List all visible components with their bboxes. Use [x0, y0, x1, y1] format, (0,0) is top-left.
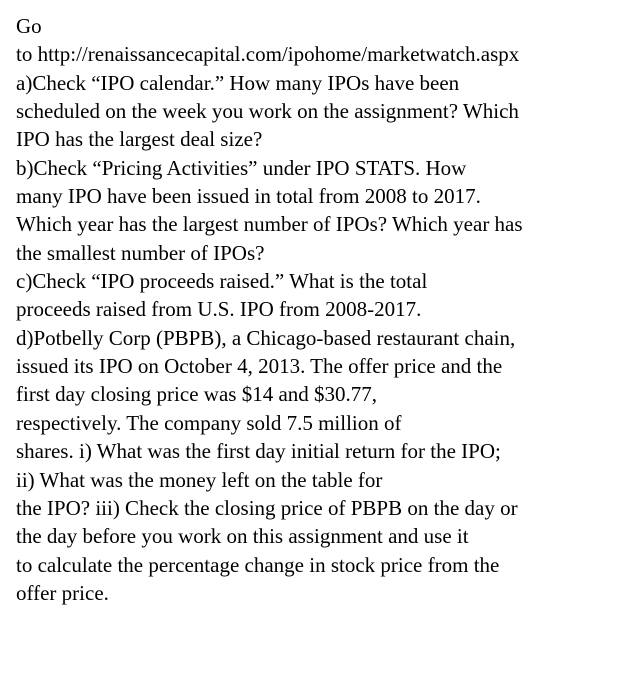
text-line: to calculate the percentage change in st…	[16, 551, 610, 579]
text-line: the IPO? iii) Check the closing price of…	[16, 494, 610, 522]
text-line: scheduled on the week you work on the as…	[16, 97, 610, 125]
text-line: d)Potbelly Corp (PBPB), a Chicago-based …	[16, 324, 610, 352]
text-line: shares. i) What was the first day initia…	[16, 437, 610, 465]
text-line: the smallest number of IPOs?	[16, 239, 610, 267]
text-line: b)Check “Pricing Activities” under IPO S…	[16, 154, 610, 182]
text-line: IPO has the largest deal size?	[16, 125, 610, 153]
text-line: Which year has the largest number of IPO…	[16, 210, 610, 238]
text-line: Go	[16, 12, 610, 40]
text-line: offer price.	[16, 579, 610, 607]
text-line: ii) What was the money left on the table…	[16, 466, 610, 494]
text-line: issued its IPO on October 4, 2013. The o…	[16, 352, 610, 380]
text-line: many IPO have been issued in total from …	[16, 182, 610, 210]
document-body: Go to http://renaissancecapital.com/ipoh…	[16, 12, 610, 607]
text-line: c)Check “IPO proceeds raised.” What is t…	[16, 267, 610, 295]
text-line: proceeds raised from U.S. IPO from 2008-…	[16, 295, 610, 323]
text-line: a)Check “IPO calendar.” How many IPOs ha…	[16, 69, 610, 97]
text-line: the day before you work on this assignme…	[16, 522, 610, 550]
text-line: first day closing price was $14 and $30.…	[16, 380, 610, 408]
text-line: respectively. The company sold 7.5 milli…	[16, 409, 610, 437]
text-line: to http://renaissancecapital.com/ipohome…	[16, 40, 610, 68]
